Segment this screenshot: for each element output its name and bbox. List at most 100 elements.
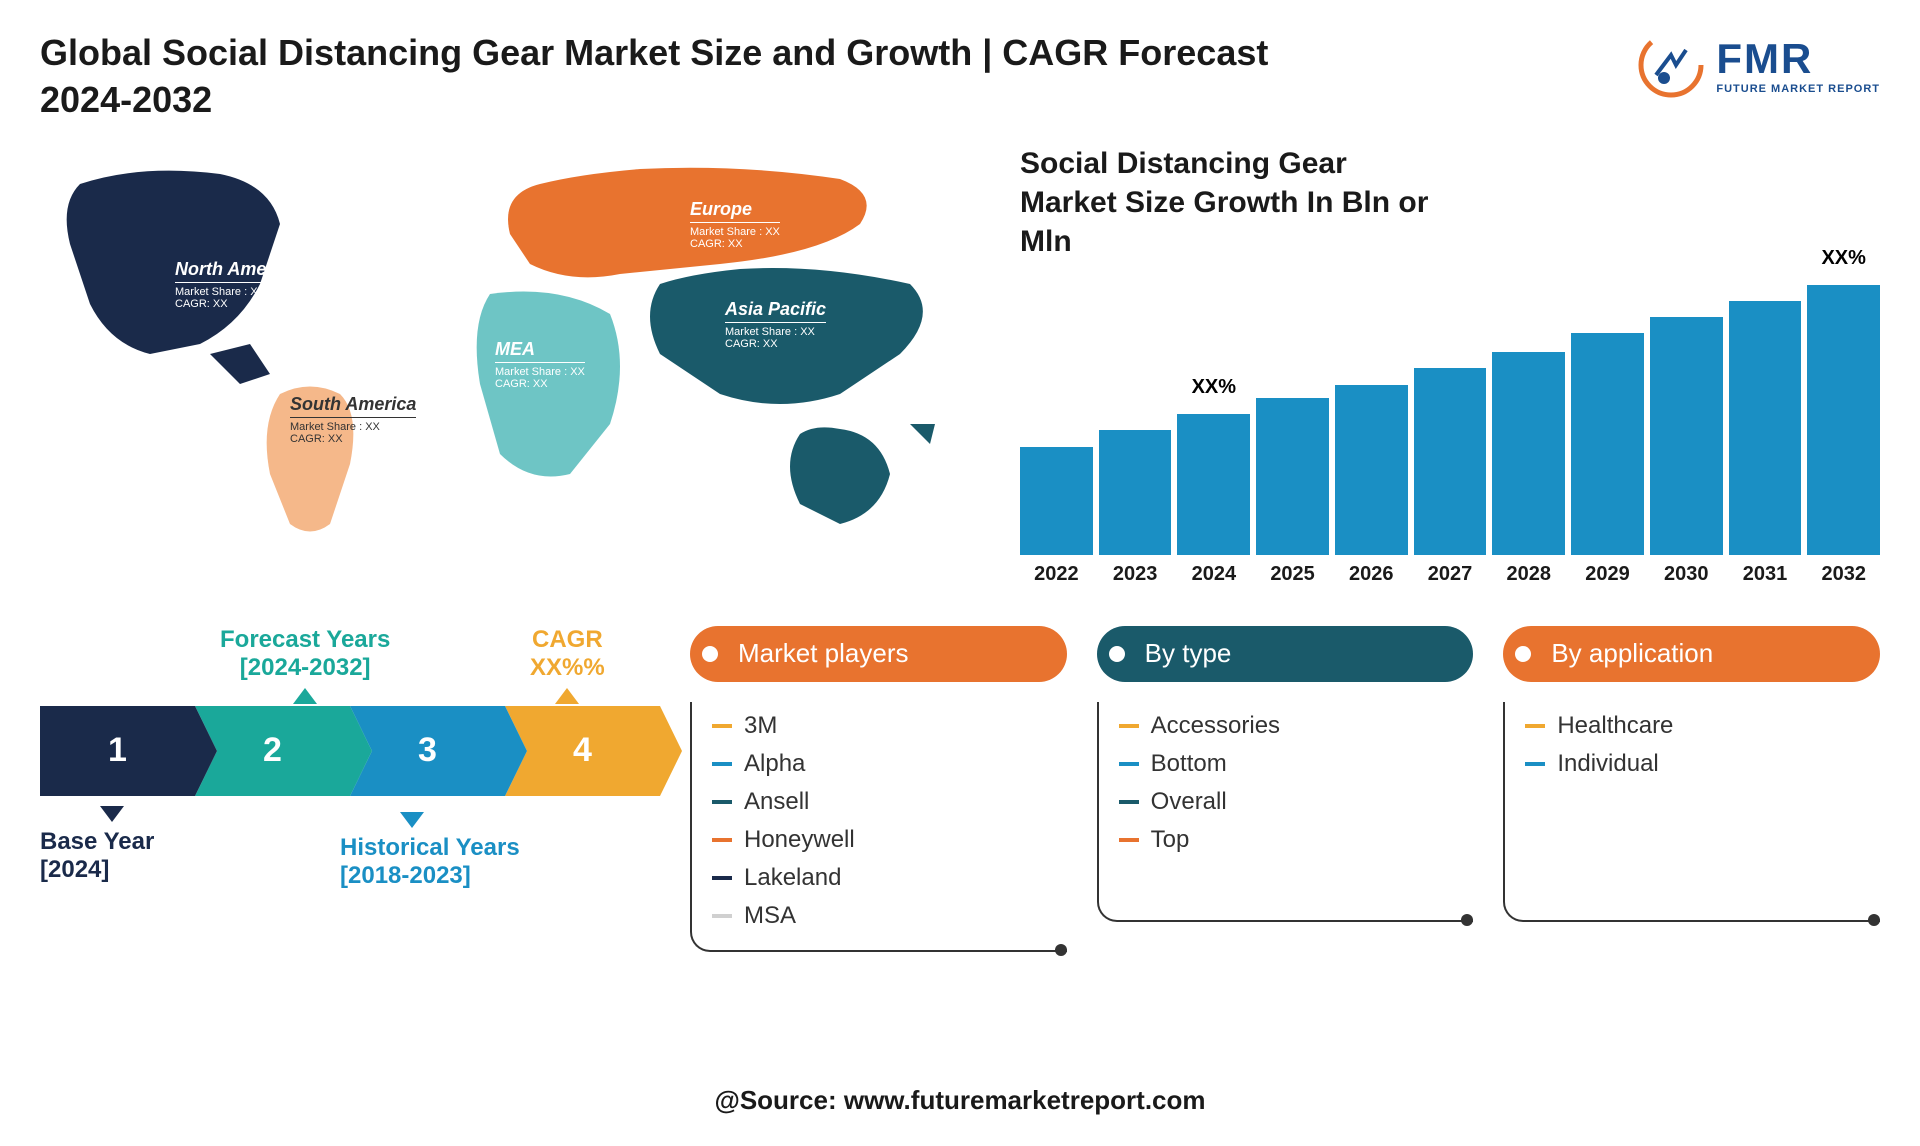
list-item: MSA bbox=[712, 902, 1067, 930]
logo: FMR FUTURE MARKET REPORT bbox=[1636, 30, 1880, 100]
dash-icon bbox=[1525, 724, 1545, 728]
list-item-label: Overall bbox=[1151, 788, 1227, 816]
region-mea: MEA bbox=[495, 339, 585, 363]
category-pill: By application bbox=[1503, 626, 1880, 682]
timeline-step: 1 bbox=[40, 706, 195, 796]
list-item-label: Individual bbox=[1557, 750, 1658, 778]
bar-year: 2028 bbox=[1507, 563, 1552, 586]
bar bbox=[1099, 430, 1172, 554]
list-item: Healthcare bbox=[1525, 712, 1880, 740]
bar-col: XX% 2032 bbox=[1807, 285, 1880, 586]
bar-col: 2026 bbox=[1335, 385, 1408, 586]
list-item: Lakeland bbox=[712, 864, 1067, 892]
region-eu-cagr: CAGR: XX bbox=[690, 238, 780, 250]
list-item: Bottom bbox=[1119, 750, 1474, 778]
timeline-step: 4 bbox=[505, 706, 660, 796]
bar-col: 2028 bbox=[1492, 352, 1565, 586]
dash-icon bbox=[712, 724, 732, 728]
region-mea-share: Market Share : XX bbox=[495, 366, 585, 378]
region-mea-cagr: CAGR: XX bbox=[495, 378, 585, 390]
bar-year: 2027 bbox=[1428, 563, 1473, 586]
bar-col: 2025 bbox=[1256, 398, 1329, 586]
dash-icon bbox=[1119, 838, 1139, 842]
logo-icon bbox=[1636, 30, 1706, 100]
world-map: North America Market Share : XX CAGR: XX… bbox=[40, 144, 980, 544]
dash-icon bbox=[1119, 724, 1139, 728]
chart-title: Social Distancing Gear Market Size Growt… bbox=[1020, 144, 1440, 261]
bar-col: 2030 bbox=[1650, 317, 1723, 586]
bar bbox=[1414, 368, 1487, 554]
dash-icon bbox=[1525, 762, 1545, 766]
bar bbox=[1020, 447, 1093, 555]
bar bbox=[1729, 301, 1802, 555]
tl-forecast: Forecast Years [2024-2032] bbox=[220, 626, 390, 710]
bar-col: 2027 bbox=[1414, 368, 1487, 585]
dash-icon bbox=[1119, 762, 1139, 766]
logo-subtext: FUTURE MARKET REPORT bbox=[1716, 83, 1880, 95]
category-pill: By type bbox=[1097, 626, 1474, 682]
list-item-label: MSA bbox=[744, 902, 796, 930]
bar bbox=[1256, 398, 1329, 555]
bar-year: 2025 bbox=[1270, 563, 1315, 586]
category-list: Accessories Bottom Overall Top bbox=[1097, 702, 1474, 922]
page-title: Global Social Distancing Gear Market Siz… bbox=[40, 30, 1290, 124]
list-item: Top bbox=[1119, 826, 1474, 854]
category-title: By type bbox=[1145, 638, 1232, 669]
list-item: Honeywell bbox=[712, 826, 1067, 854]
region-sa-share: Market Share : XX bbox=[290, 421, 416, 433]
pill-dot-icon bbox=[1515, 646, 1531, 662]
bar-col: 2029 bbox=[1571, 333, 1644, 585]
region-na-cagr: CAGR: XX bbox=[175, 298, 298, 310]
region-ap: Asia Pacific bbox=[725, 299, 826, 323]
list-item-label: Ansell bbox=[744, 788, 809, 816]
bar-year: 2032 bbox=[1821, 563, 1866, 586]
category-market-players: Market players3MAlphaAnsellHoneywellLake… bbox=[690, 626, 1067, 952]
category-by-type: By type Accessories Bottom Overall Top bbox=[1097, 626, 1474, 922]
timeline: Forecast Years [2024-2032] CAGR XX%% 123… bbox=[40, 626, 660, 884]
category-title: Market players bbox=[738, 638, 909, 669]
dash-icon bbox=[712, 800, 732, 804]
bar-year: 2029 bbox=[1585, 563, 1630, 586]
bar-year: 2031 bbox=[1743, 563, 1788, 586]
list-item-label: Healthcare bbox=[1557, 712, 1673, 740]
bar-callout: XX% bbox=[1192, 376, 1236, 399]
bar-col: 2022 bbox=[1020, 447, 1093, 586]
timeline-step: 3 bbox=[350, 706, 505, 796]
source-text: @Source: www.futuremarketreport.com bbox=[714, 1085, 1205, 1116]
bar bbox=[1571, 333, 1644, 554]
region-ap-cagr: CAGR: XX bbox=[725, 338, 826, 350]
category-list: 3MAlphaAnsellHoneywellLakelandMSA bbox=[690, 702, 1067, 952]
list-item: Individual bbox=[1525, 750, 1880, 778]
region-sa: South America bbox=[290, 394, 416, 418]
list-item: Overall bbox=[1119, 788, 1474, 816]
dash-icon bbox=[712, 876, 732, 880]
pill-dot-icon bbox=[702, 646, 718, 662]
dash-icon bbox=[712, 762, 732, 766]
logo-text: FMR bbox=[1716, 35, 1880, 83]
bar bbox=[1177, 414, 1250, 554]
category-title: By application bbox=[1551, 638, 1713, 669]
pill-dot-icon bbox=[1109, 646, 1125, 662]
category-by-application: By application Healthcare Individual bbox=[1503, 626, 1880, 922]
region-sa-cagr: CAGR: XX bbox=[290, 433, 416, 445]
list-item-label: Accessories bbox=[1151, 712, 1280, 740]
region-na-share: Market Share : XX bbox=[175, 286, 298, 298]
bar-callout: XX% bbox=[1821, 247, 1865, 270]
tl-cagr: CAGR XX%% bbox=[530, 626, 605, 710]
list-item: Accessories bbox=[1119, 712, 1474, 740]
bar-year: 2024 bbox=[1192, 563, 1237, 586]
dash-icon bbox=[712, 838, 732, 842]
bar bbox=[1492, 352, 1565, 555]
list-item-label: Honeywell bbox=[744, 826, 855, 854]
category-list: Healthcare Individual bbox=[1503, 702, 1880, 922]
bar bbox=[1335, 385, 1408, 555]
bar-year: 2022 bbox=[1034, 563, 1079, 586]
region-ap-share: Market Share : XX bbox=[725, 326, 826, 338]
bar-chart: Social Distancing Gear Market Size Growt… bbox=[1020, 144, 1880, 586]
bar bbox=[1807, 285, 1880, 555]
tl-historical: Historical Years [2018-2023] bbox=[340, 806, 520, 890]
timeline-step: 2 bbox=[195, 706, 350, 796]
region-eu: Europe bbox=[690, 199, 780, 223]
bar-col: 2023 bbox=[1099, 430, 1172, 585]
bar-year: 2026 bbox=[1349, 563, 1394, 586]
